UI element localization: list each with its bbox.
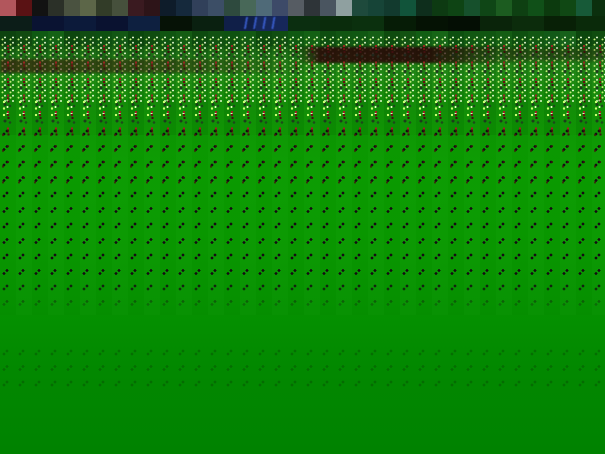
noise-block xyxy=(512,0,528,16)
noise-block xyxy=(464,0,480,16)
noise-block xyxy=(448,31,480,46)
red-glyph-pattern-band xyxy=(0,44,605,136)
noise-block xyxy=(192,31,224,46)
noise-block xyxy=(144,0,160,16)
corruption-noise-row-navy xyxy=(0,16,605,31)
maroon-glitch-streak-right xyxy=(298,47,518,63)
noise-block xyxy=(160,16,192,31)
corruption-noise-row-green xyxy=(0,31,605,46)
noise-block xyxy=(64,0,80,16)
noise-block xyxy=(96,0,112,16)
noise-block xyxy=(192,0,208,16)
noise-block xyxy=(0,31,32,46)
noise-block xyxy=(400,0,416,16)
noise-block xyxy=(224,0,240,16)
noise-block xyxy=(224,16,256,31)
noise-block xyxy=(304,0,320,16)
noise-block xyxy=(512,16,544,31)
noise-block xyxy=(384,31,416,46)
noise-block xyxy=(384,16,416,31)
noise-block xyxy=(448,16,480,31)
noise-block xyxy=(112,0,128,16)
noise-block xyxy=(576,0,592,16)
noise-block xyxy=(64,31,96,46)
maroon-glitch-streak-left xyxy=(0,59,312,73)
noise-block xyxy=(208,0,224,16)
noise-block xyxy=(416,0,432,16)
noise-block xyxy=(128,31,160,46)
corruption-noise-row-top xyxy=(0,0,605,16)
noise-block xyxy=(320,0,336,16)
noise-block xyxy=(352,31,384,46)
noise-block xyxy=(448,0,464,16)
noise-block xyxy=(496,0,512,16)
noise-block xyxy=(320,31,352,46)
noise-block xyxy=(64,16,96,31)
noise-block xyxy=(256,31,288,46)
noise-block xyxy=(352,16,384,31)
maroon-glitch-streak-right-fade xyxy=(505,49,605,61)
noise-block xyxy=(560,0,576,16)
noise-block xyxy=(336,0,352,16)
noise-block xyxy=(288,0,304,16)
noise-block xyxy=(544,0,560,16)
field-sprite-dot-grid-red-tint xyxy=(0,126,605,190)
noise-block xyxy=(320,16,352,31)
field-sprite-dot-grid xyxy=(0,126,605,314)
noise-block xyxy=(80,0,96,16)
noise-block xyxy=(576,16,605,31)
noise-block xyxy=(0,0,16,16)
noise-block xyxy=(96,16,128,31)
faint-sprite-dot-rows xyxy=(0,346,605,394)
noise-block xyxy=(256,16,288,31)
noise-block xyxy=(0,16,32,31)
noise-block xyxy=(288,16,320,31)
noise-block xyxy=(544,31,576,46)
noise-block xyxy=(160,0,176,16)
noise-block xyxy=(32,16,64,31)
noise-block xyxy=(16,0,32,16)
noise-block xyxy=(32,31,64,46)
noise-block xyxy=(416,16,448,31)
noise-block xyxy=(240,0,256,16)
noise-block xyxy=(288,31,320,46)
noise-block xyxy=(592,0,605,16)
noise-block xyxy=(32,0,48,16)
noise-block xyxy=(224,31,256,46)
noise-block xyxy=(48,0,64,16)
noise-block xyxy=(192,16,224,31)
noise-block xyxy=(160,31,192,46)
noise-block xyxy=(480,16,512,31)
noise-block xyxy=(128,0,144,16)
bright-dot-row xyxy=(0,99,605,119)
noise-block xyxy=(576,31,605,46)
noise-block xyxy=(432,0,448,16)
noise-block xyxy=(480,0,496,16)
noise-block xyxy=(176,0,192,16)
noise-block xyxy=(272,0,288,16)
noise-block xyxy=(128,16,160,31)
macroblock-banding-overlay-lower xyxy=(0,135,605,315)
noise-block xyxy=(528,0,544,16)
noise-block xyxy=(384,0,400,16)
noise-block xyxy=(416,31,448,46)
noise-block xyxy=(512,31,544,46)
noise-block xyxy=(256,0,272,16)
noise-block xyxy=(96,31,128,46)
macroblock-banding-overlay xyxy=(0,31,605,135)
noise-block xyxy=(480,31,512,46)
noise-block xyxy=(352,0,368,16)
noise-block xyxy=(368,0,384,16)
noise-block xyxy=(544,16,576,31)
